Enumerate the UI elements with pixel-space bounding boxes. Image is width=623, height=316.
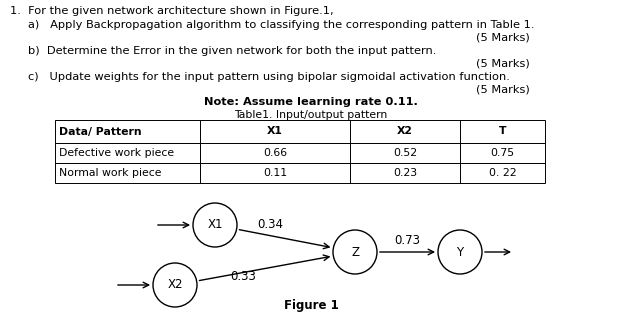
- Text: (5 Marks): (5 Marks): [476, 59, 530, 69]
- Bar: [200, 163, 350, 183]
- Text: T: T: [499, 126, 506, 137]
- Text: Y: Y: [457, 246, 464, 258]
- Text: 0.34: 0.34: [257, 218, 283, 231]
- Text: 0.23: 0.23: [393, 168, 417, 178]
- Text: X1: X1: [267, 126, 283, 137]
- Text: X2: X2: [167, 278, 183, 291]
- Text: b)  Determine the Error in the given network for both the input pattern.: b) Determine the Error in the given netw…: [28, 46, 436, 56]
- Text: Normal work piece: Normal work piece: [59, 168, 161, 178]
- Bar: [55, 143, 200, 163]
- Circle shape: [438, 230, 482, 274]
- Text: 0.33: 0.33: [230, 270, 256, 283]
- Text: 0. 22: 0. 22: [488, 168, 516, 178]
- Text: c)   Update weights for the input pattern using bipolar sigmoidal activation fun: c) Update weights for the input pattern …: [28, 72, 510, 82]
- Text: (5 Marks): (5 Marks): [476, 33, 530, 43]
- Circle shape: [333, 230, 377, 274]
- Text: 0.11: 0.11: [263, 168, 287, 178]
- Circle shape: [193, 203, 237, 247]
- Text: 0.66: 0.66: [263, 148, 287, 158]
- Bar: [55, 120, 200, 143]
- Bar: [460, 163, 545, 183]
- Text: (5 Marks): (5 Marks): [476, 85, 530, 95]
- Bar: [460, 143, 545, 163]
- Text: 0.52: 0.52: [393, 148, 417, 158]
- Circle shape: [153, 263, 197, 307]
- Bar: [200, 120, 350, 143]
- Text: Z: Z: [351, 246, 359, 258]
- Bar: [200, 143, 350, 163]
- Text: a)   Apply Backpropagation algorithm to classifying the corresponding pattern in: a) Apply Backpropagation algorithm to cl…: [28, 20, 535, 30]
- Bar: [350, 120, 460, 143]
- Text: Table1. Input/output pattern: Table1. Input/output pattern: [234, 110, 388, 120]
- Bar: [350, 143, 460, 163]
- Text: Note: Assume learning rate 0.11.: Note: Assume learning rate 0.11.: [204, 97, 418, 107]
- Text: 0.75: 0.75: [490, 148, 515, 158]
- Text: 1.  For the given network architecture shown in Figure.1,: 1. For the given network architecture sh…: [10, 6, 334, 16]
- Text: Data/ Pattern: Data/ Pattern: [59, 126, 141, 137]
- Text: X1: X1: [207, 218, 223, 232]
- Bar: [460, 120, 545, 143]
- Text: Figure 1: Figure 1: [283, 299, 338, 312]
- Text: Defective work piece: Defective work piece: [59, 148, 174, 158]
- Bar: [55, 163, 200, 183]
- Text: 0.73: 0.73: [394, 234, 421, 246]
- Bar: [350, 163, 460, 183]
- Text: X2: X2: [397, 126, 413, 137]
